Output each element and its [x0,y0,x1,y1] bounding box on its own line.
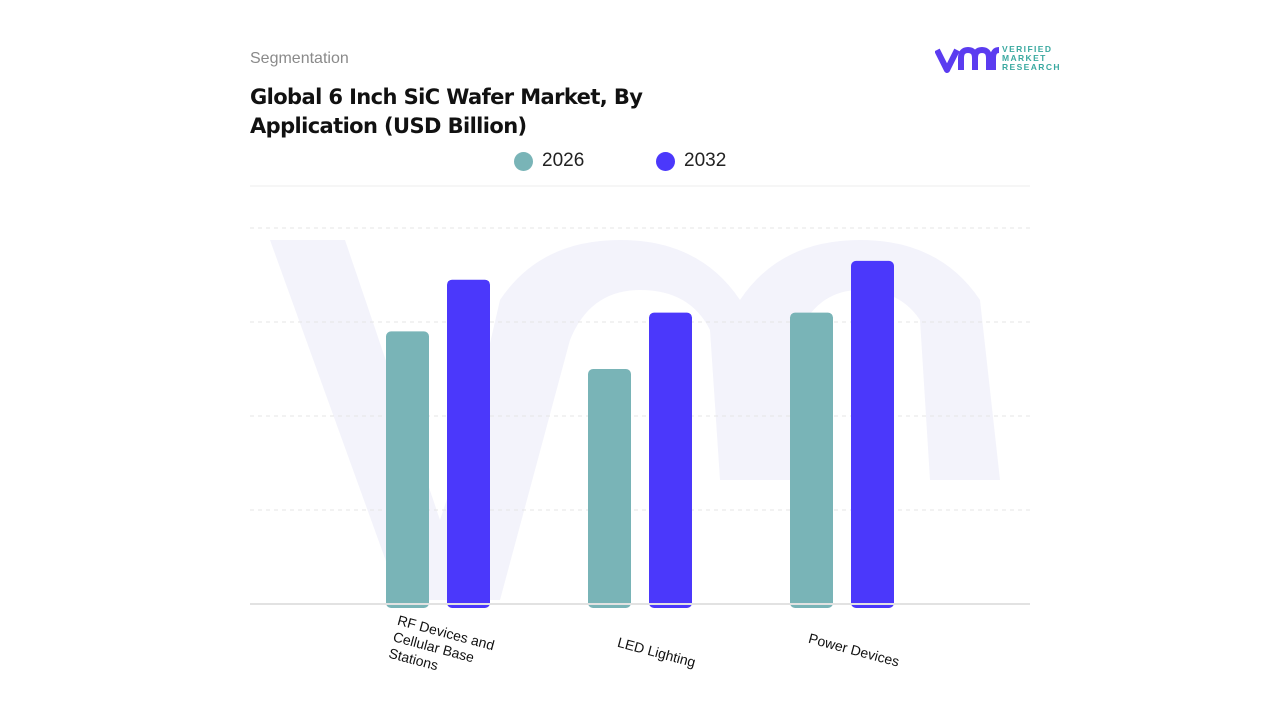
bar-2026-2 [790,312,833,608]
legend-label-2026: 2026 [542,150,585,171]
legend-dot-2026 [514,151,533,171]
segmentation-label: Segmentation [250,50,349,67]
bar-2032-1 [649,312,692,608]
legend-item-2032[interactable]: 2032 [656,150,726,172]
logo-text: VERIFIED MARKET RESEARCH [1002,44,1061,72]
legend-item-2026[interactable]: 2026 [514,150,584,172]
bar-2026-0 [386,331,429,608]
bar-2026-1 [588,369,631,608]
bar-2032-0 [447,279,490,608]
legend-dot-2032 [656,151,675,171]
vmr-logo-icon [935,46,1000,73]
chart-title: Global 6 Inch SiC Wafer Market, By Appli… [250,85,643,138]
bar-2032-2 [851,260,894,608]
legend-label-2032: 2032 [684,150,727,171]
